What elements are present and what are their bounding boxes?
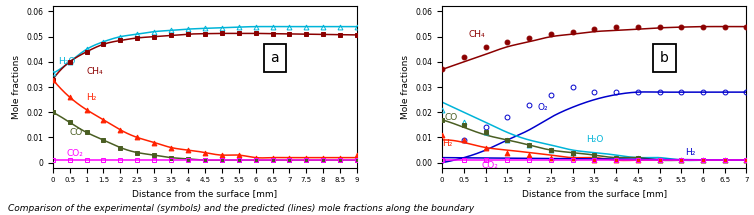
Text: H₂: H₂	[685, 148, 696, 157]
X-axis label: Distance from the surface [mm]: Distance from the surface [mm]	[133, 189, 277, 198]
X-axis label: Distance from the surface [mm]: Distance from the surface [mm]	[522, 189, 667, 198]
Text: CO₂: CO₂	[481, 161, 498, 170]
Text: H₂: H₂	[442, 139, 452, 148]
Text: H₂O: H₂O	[58, 57, 75, 66]
Text: a: a	[271, 51, 279, 65]
Text: CH₄: CH₄	[468, 30, 485, 39]
Text: H₂: H₂	[87, 93, 97, 102]
Text: H₂O: H₂O	[586, 135, 603, 144]
Text: O₂: O₂	[538, 103, 548, 112]
Text: CO: CO	[444, 113, 458, 122]
Text: b: b	[660, 51, 669, 65]
Text: Comparison of the experimental (symbols) and the predicted (lines) mole fraction: Comparison of the experimental (symbols)…	[8, 204, 474, 213]
Text: CH₄: CH₄	[87, 68, 103, 77]
Y-axis label: Mole fractions: Mole fractions	[11, 55, 20, 119]
Y-axis label: Mole fractions: Mole fractions	[401, 55, 410, 119]
Text: CO: CO	[69, 128, 83, 137]
Text: CO₂: CO₂	[66, 149, 83, 158]
